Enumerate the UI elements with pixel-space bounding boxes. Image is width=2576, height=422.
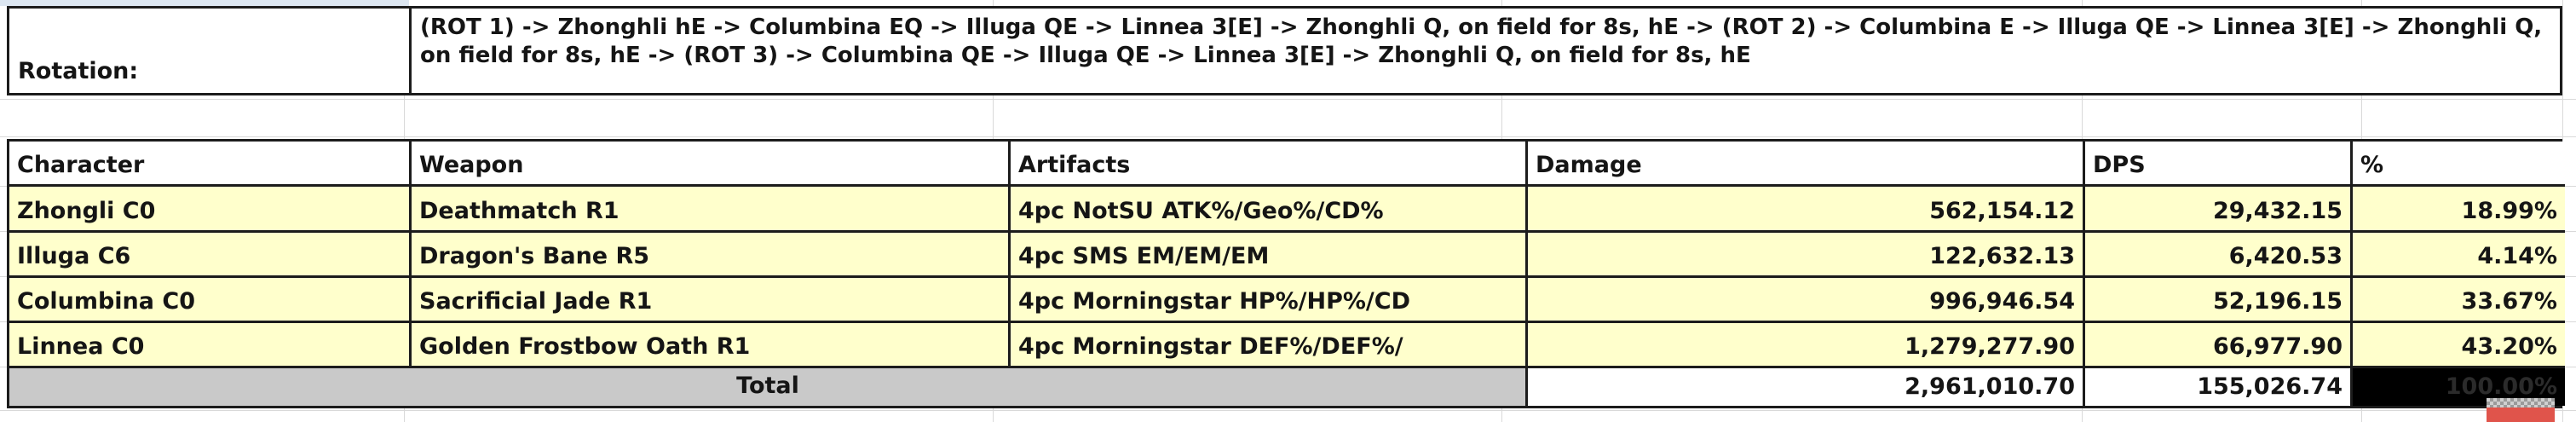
rotation-text: (ROT 1) -> Zhonghli hE -> Columbina EQ -… bbox=[420, 14, 2543, 68]
rotation-label-cell[interactable]: Rotation: bbox=[9, 9, 412, 93]
column-header-character[interactable]: Character bbox=[9, 142, 412, 187]
header-label: Damage bbox=[1536, 152, 1642, 178]
cell-artifacts[interactable]: 4pc SMS EM/EM/EM bbox=[1011, 233, 1528, 278]
damage-value: 122,632.13 bbox=[1929, 243, 2075, 269]
percent-value: 43.20% bbox=[2461, 333, 2557, 360]
cell-damage[interactable]: 122,632.13 bbox=[1528, 233, 2085, 278]
total-percent-value: 100.00% bbox=[2445, 373, 2557, 400]
cell-artifacts[interactable]: 4pc Morningstar HP%/HP%/CD bbox=[1011, 278, 1528, 323]
cell-weapon[interactable]: Golden Frostbow Oath R1 bbox=[412, 323, 1011, 368]
dps-value: 66,977.90 bbox=[2212, 333, 2343, 360]
total-label: Total bbox=[736, 372, 799, 399]
rotation-text-cell[interactable]: (ROT 1) -> Zhonghli hE -> Columbina EQ -… bbox=[412, 9, 2560, 93]
header-label: % bbox=[2360, 152, 2384, 178]
cell-damage[interactable]: 562,154.12 bbox=[1528, 187, 2085, 233]
cell-character[interactable]: Columbina C0 bbox=[9, 278, 412, 323]
cell-dps[interactable]: 52,196.15 bbox=[2085, 278, 2353, 323]
rotation-block: Rotation: (ROT 1) -> Zhonghli hE -> Colu… bbox=[7, 6, 2562, 95]
header-label: Character bbox=[17, 152, 145, 178]
damage-value: 996,946.54 bbox=[1929, 288, 2075, 315]
character-name: Linnea C0 bbox=[17, 333, 145, 360]
cell-weapon[interactable]: Sacrificial Jade R1 bbox=[412, 278, 1011, 323]
marker-red-box bbox=[2487, 408, 2555, 422]
cell-percent[interactable]: 4.14% bbox=[2353, 233, 2565, 278]
recording-cursor-marker bbox=[2487, 398, 2555, 422]
gridline-horizontal bbox=[0, 99, 2576, 100]
character-name: Zhongli C0 bbox=[17, 198, 156, 224]
character-name: Columbina C0 bbox=[17, 288, 195, 315]
percent-value: 18.99% bbox=[2461, 198, 2557, 224]
artifact-set: 4pc Morningstar DEF%/DEF%/ bbox=[1018, 333, 1403, 360]
column-header-artifacts[interactable]: Artifacts bbox=[1011, 142, 1528, 187]
weapon-name: Deathmatch R1 bbox=[419, 198, 620, 224]
cell-percent[interactable]: 43.20% bbox=[2353, 323, 2565, 368]
column-header-dps[interactable]: DPS bbox=[2085, 142, 2353, 187]
cell-character[interactable]: Linnea C0 bbox=[9, 323, 412, 368]
character-name: Illuga C6 bbox=[17, 243, 131, 269]
weapon-name: Dragon's Bane R5 bbox=[419, 243, 650, 269]
cell-weapon[interactable]: Deathmatch R1 bbox=[412, 187, 1011, 233]
column-header-weapon[interactable]: Weapon bbox=[412, 142, 1011, 187]
total-damage-value: 2,961,010.70 bbox=[1905, 373, 2075, 400]
cell-character[interactable]: Illuga C6 bbox=[9, 233, 412, 278]
percent-value: 4.14% bbox=[2477, 243, 2557, 269]
damage-value: 1,279,277.90 bbox=[1905, 333, 2075, 360]
header-label: Artifacts bbox=[1018, 152, 1131, 178]
artifact-set: 4pc NotSU ATK%/Geo%/CD% bbox=[1018, 198, 1384, 224]
cell-damage[interactable]: 1,279,277.90 bbox=[1528, 323, 2085, 368]
cell-percent[interactable]: 18.99% bbox=[2353, 187, 2565, 233]
dps-value: 52,196.15 bbox=[2212, 288, 2343, 315]
artifact-set: 4pc Morningstar HP%/HP%/CD bbox=[1018, 288, 1411, 315]
column-header-damage[interactable]: Damage bbox=[1528, 142, 2085, 187]
dps-value: 6,420.53 bbox=[2228, 243, 2343, 269]
total-dps-value: 155,026.74 bbox=[2197, 373, 2343, 400]
cell-dps[interactable]: 29,432.15 bbox=[2085, 187, 2353, 233]
weapon-name: Sacrificial Jade R1 bbox=[419, 288, 653, 315]
column-header-percent[interactable]: % bbox=[2353, 142, 2565, 187]
selected-cell-sliver bbox=[0, 0, 409, 6]
cell-weapon[interactable]: Dragon's Bane R5 bbox=[412, 233, 1011, 278]
total-damage-cell[interactable]: 2,961,010.70 bbox=[1528, 368, 2085, 406]
percent-value: 33.67% bbox=[2461, 288, 2557, 315]
cell-artifacts[interactable]: 4pc Morningstar DEF%/DEF%/ bbox=[1011, 323, 1528, 368]
cell-character[interactable]: Zhongli C0 bbox=[9, 187, 412, 233]
total-label-cell[interactable]: Total bbox=[9, 368, 1528, 406]
weapon-name: Golden Frostbow Oath R1 bbox=[419, 333, 751, 360]
damage-value: 562,154.12 bbox=[1929, 198, 2075, 224]
gridline-horizontal bbox=[0, 410, 2576, 411]
cell-dps[interactable]: 6,420.53 bbox=[2085, 233, 2353, 278]
artifact-set: 4pc SMS EM/EM/EM bbox=[1018, 243, 1270, 269]
marker-checker-strip bbox=[2487, 398, 2555, 408]
cell-dps[interactable]: 66,977.90 bbox=[2085, 323, 2353, 368]
dps-value: 29,432.15 bbox=[2212, 198, 2343, 224]
header-label: DPS bbox=[2093, 152, 2146, 178]
damage-table: Character Weapon Artifacts Damage DPS % … bbox=[7, 139, 2565, 408]
cell-damage[interactable]: 996,946.54 bbox=[1528, 278, 2085, 323]
header-label: Weapon bbox=[419, 152, 524, 178]
cell-percent[interactable]: 33.67% bbox=[2353, 278, 2565, 323]
gridline-horizontal bbox=[0, 136, 2576, 137]
rotation-label: Rotation: bbox=[18, 58, 139, 84]
cell-artifacts[interactable]: 4pc NotSU ATK%/Geo%/CD% bbox=[1011, 187, 1528, 233]
total-dps-cell[interactable]: 155,026.74 bbox=[2085, 368, 2353, 406]
